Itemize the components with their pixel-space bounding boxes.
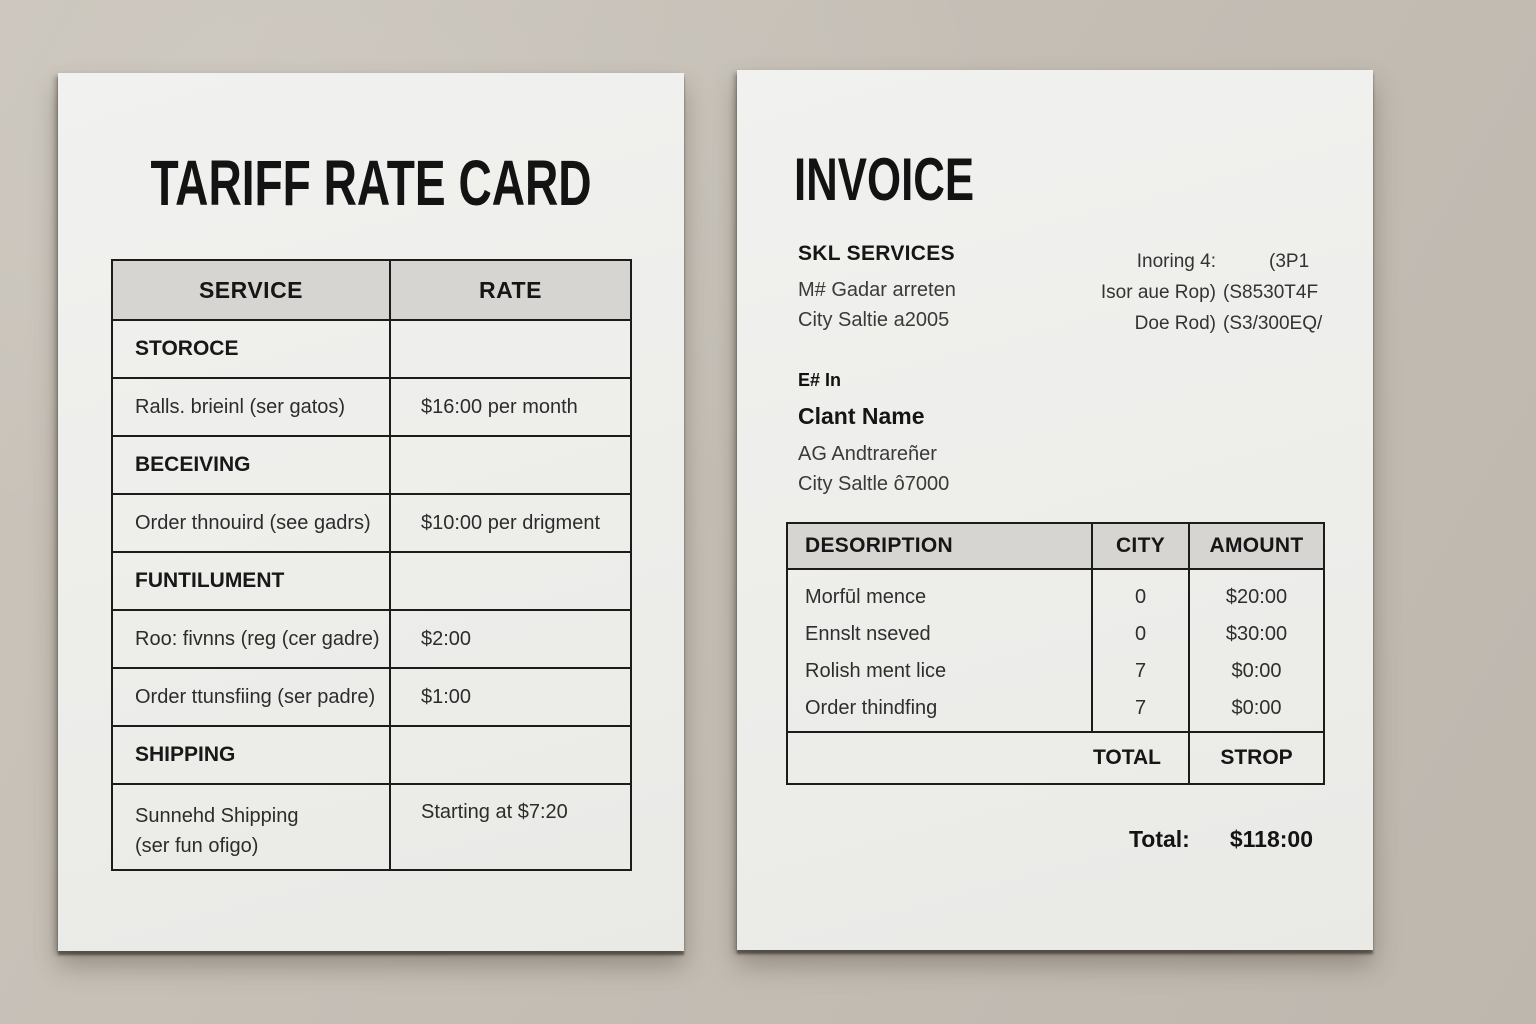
service-cell: Roo: fivnns (reg (cer gadre) [111, 609, 391, 669]
grand-total-label: Total: [1128, 826, 1190, 852]
meta-label: Inoring 4: [1136, 251, 1216, 272]
rate-cell: Starting at $7:20 [389, 783, 632, 871]
company-name: SKL SERVICES [798, 242, 955, 265]
service-text: Order ttunsfiing (ser padre) [135, 685, 376, 708]
meta-value: (S8530T4F [1223, 282, 1319, 303]
client-address-line: City Saltle ô7000 [798, 473, 950, 495]
tariff-item-row: Order thnouird (see gadrs) $10:00 per dri… [111, 493, 632, 553]
invoice-meta: Inoring 4: (3P1 Isor aue Rop) (S8530T4F Doe … [1051, 246, 1323, 339]
line-item-description: Order thindfing [805, 697, 938, 719]
service-cell: SHIPPING [111, 725, 391, 785]
invoice-descriptions-cell: Morfūl mence Ennslt nseved Rolish ment lic… [786, 568, 1093, 733]
line-item-city: 0 [1134, 586, 1147, 608]
service-text: BECEIVING [135, 453, 251, 476]
rate-cell: $16:00 per month [389, 377, 632, 437]
grand-total-value: $118:00 [1229, 826, 1313, 852]
invoice-header-row: DESORIPTION CITY AMOUNT [786, 522, 1325, 570]
line-item-description: Ennslt nseved [805, 623, 931, 645]
rate-cell: $1:00 [389, 667, 632, 727]
tariff-section-row: BECEIVING [111, 435, 632, 495]
invoice-sheet: INVOICE SKL SERVICES M# Gadar arreten Ci… [737, 70, 1373, 950]
invoice-total-amount-cell: STROP [1188, 731, 1325, 785]
invoice-from-block: SKL SERVICES M# Gadar arreten City Salti… [798, 242, 956, 335]
line-item-amount: $0:00 [1231, 660, 1282, 682]
service-cell: STOROCE [111, 319, 391, 379]
invoice-body-row: Morfūl mence Ennslt nseved Rolish ment lic… [786, 568, 1325, 733]
service-text: Roo: fivnns (reg (cer gadre) [135, 627, 380, 650]
line-item-description: Morfūl mence [805, 586, 927, 608]
bill-to-label: E# In [798, 370, 842, 390]
rate-cell: $2:00 [389, 609, 632, 669]
tariff-item-row: Roo: fivnns (reg (cer gadre) $2:00 [111, 609, 632, 669]
rate-cell: $10:00 per drigment [389, 493, 632, 553]
service-text: Ralls. brieinl (ser gatos) [135, 395, 346, 418]
line-item-amount: $0:00 [1231, 697, 1282, 719]
service-cell: Order ttunsfiing (ser padre) [111, 667, 391, 727]
service-cell: Ralls. brieinl (ser gatos) [111, 377, 391, 437]
service-text: STOROCE [135, 337, 239, 360]
service-text: Sunnehd Shipping [135, 805, 299, 827]
line-item-city: 7 [1134, 697, 1147, 719]
tariff-section-row: SHIPPING [111, 725, 632, 785]
invoice-header-description: DESORIPTION [786, 522, 1093, 570]
line-item-city: 0 [1134, 623, 1147, 645]
line-item-description: Rolish ment lice [805, 660, 947, 682]
rate-cell [389, 725, 632, 785]
invoice-table: DESORIPTION CITY AMOUNT Morfūl mence Enns… [786, 522, 1325, 785]
meta-label: Doe Rod) [1134, 313, 1216, 334]
tariff-item-row: Ralls. brieinl (ser gatos) $16:00 per mon… [111, 377, 632, 437]
tariff-header-service: SERVICE [111, 259, 391, 321]
service-cell: Sunnehd Shipping (ser fun ofigo) [111, 783, 391, 871]
rate-cell [389, 551, 632, 611]
line-item-amount: $20:00 [1225, 586, 1288, 608]
service-text: Order thnouird (see gadrs) [135, 511, 371, 534]
grand-total: Total: $118:00 [1129, 826, 1313, 853]
client-address-line: AG Andtrareñer [798, 443, 937, 465]
tariff-item-row: Sunnehd Shipping (ser fun ofigo) Starting … [111, 783, 632, 871]
tariff-title: TARIFF RATE CARD [150, 147, 592, 219]
bill-to-block: E# In Clant Name AG Andtrareñer City Sal… [798, 370, 949, 499]
line-item-city: 7 [1134, 660, 1147, 682]
tariff-header-rate: RATE [389, 259, 632, 321]
invoice-header-amount: AMOUNT [1188, 522, 1325, 570]
tariff-table-body: STOROCE Ralls. brieinl (ser gatos) $16:00 … [111, 319, 632, 871]
invoice-footer-row: TOTAL STROP [786, 731, 1325, 785]
tariff-section-row: STOROCE [111, 319, 632, 379]
company-address-line: M# Gadar arreten [798, 279, 956, 301]
client-name: Clant Name [798, 403, 925, 429]
meta-value: (S3/300EQ/ [1223, 313, 1323, 334]
invoice-header-city: CITY [1091, 522, 1190, 570]
invoice-meta-row: Inoring 4: (3P1 [1051, 246, 1323, 277]
invoice-amounts-cell: $20:00 $30:00 $0:00 $0:00 [1188, 568, 1325, 733]
tariff-header-row: SERVICE RATE [111, 259, 632, 321]
tariff-table: SERVICE RATE STOROCE Ralls. brieinl (ser … [111, 259, 632, 871]
meta-value: (3P1 [1269, 251, 1310, 272]
meta-label: Isor aue Rop) [1100, 282, 1216, 303]
service-text: (ser fun ofigo) [135, 835, 259, 857]
service-cell: FUNTILUMENT [111, 551, 391, 611]
rate-cell [389, 319, 632, 379]
rate-cell [389, 435, 632, 495]
invoice-meta-row: Isor aue Rop) (S8530T4F [1051, 277, 1323, 308]
service-text: FUNTILUMENT [135, 569, 285, 592]
invoice-title: INVOICE [794, 146, 975, 213]
tariff-item-row: Order ttunsfiing (ser padre) $1:00 [111, 667, 632, 727]
invoice-city-cell: 0 0 7 7 [1091, 568, 1190, 733]
invoice-meta-row: Doe Rod) (S3/300EQ/ [1051, 308, 1323, 339]
service-cell: Order thnouird (see gadrs) [111, 493, 391, 553]
tariff-section-row: FUNTILUMENT [111, 551, 632, 611]
invoice-total-label-cell: TOTAL [786, 731, 1190, 785]
company-address-line: City Saltie a2005 [798, 309, 950, 331]
service-text: SHIPPING [135, 743, 236, 766]
tariff-rate-card-sheet: TARIFF RATE CARD SERVICE RATE STOROCE Ral… [58, 73, 684, 951]
service-cell: BECEIVING [111, 435, 391, 495]
line-item-amount: $30:00 [1225, 623, 1288, 645]
